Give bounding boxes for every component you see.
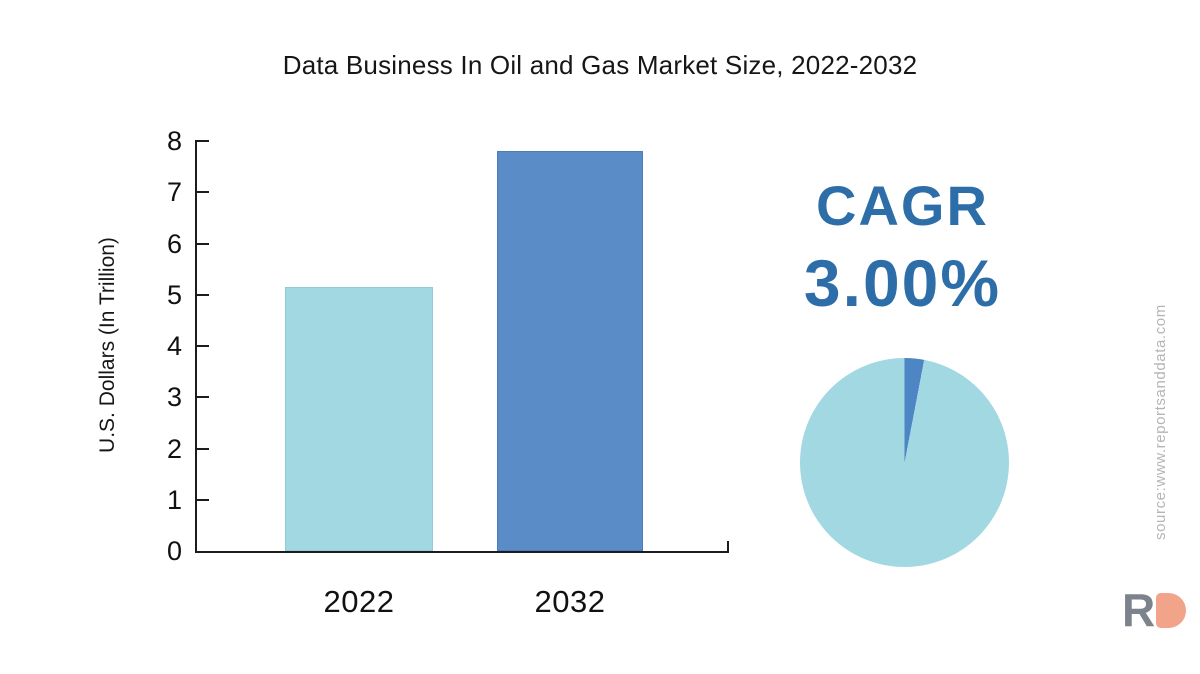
y-tick-mark (197, 447, 209, 450)
y-tick-mark (197, 396, 209, 399)
chart-title: Data Business In Oil and Gas Market Size… (282, 50, 918, 80)
source-credit: source:www.reportsanddata.com (1152, 304, 1169, 540)
y-axis-line (195, 140, 197, 553)
y-tick-mark (197, 498, 209, 501)
logo-d-shape (1156, 593, 1186, 628)
x-tick-label-2032: 2032 (534, 584, 606, 619)
x-tick-label-2022: 2022 (323, 584, 395, 619)
y-tick-label: 6 (166, 228, 182, 259)
y-tick-label: 4 (166, 331, 182, 361)
y-tick-mark (197, 293, 209, 296)
x-axis-line (195, 551, 729, 553)
cagr-value: 3.00% (803, 246, 1002, 320)
y-tick-label: 5 (166, 279, 182, 310)
reports-and-data-logo: R (1122, 584, 1190, 636)
cagr-pie-chart (800, 358, 1009, 567)
bar-2032 (497, 151, 643, 551)
y-tick-label: 8 (166, 126, 182, 156)
y-tick-mark (197, 242, 209, 245)
y-tick-label: 0 (166, 536, 182, 566)
x-axis-end-tick (727, 541, 729, 551)
bar-2022 (285, 287, 433, 551)
y-tick-mark (197, 345, 209, 347)
y-tick-label: 7 (166, 177, 182, 208)
y-tick-label: 2 (166, 433, 182, 464)
cagr-label: CAGR (816, 174, 989, 237)
y-tick-mark (197, 140, 209, 142)
y-axis-label: U.S. Dollars (In Trillion) (96, 237, 119, 453)
y-tick-mark (197, 191, 209, 194)
y-tick-label: 1 (166, 484, 182, 515)
logo-letter-r: R (1122, 584, 1156, 636)
y-tick-label: 3 (166, 382, 182, 413)
cagr-callout: CAGR 3.00% (780, 174, 1025, 320)
